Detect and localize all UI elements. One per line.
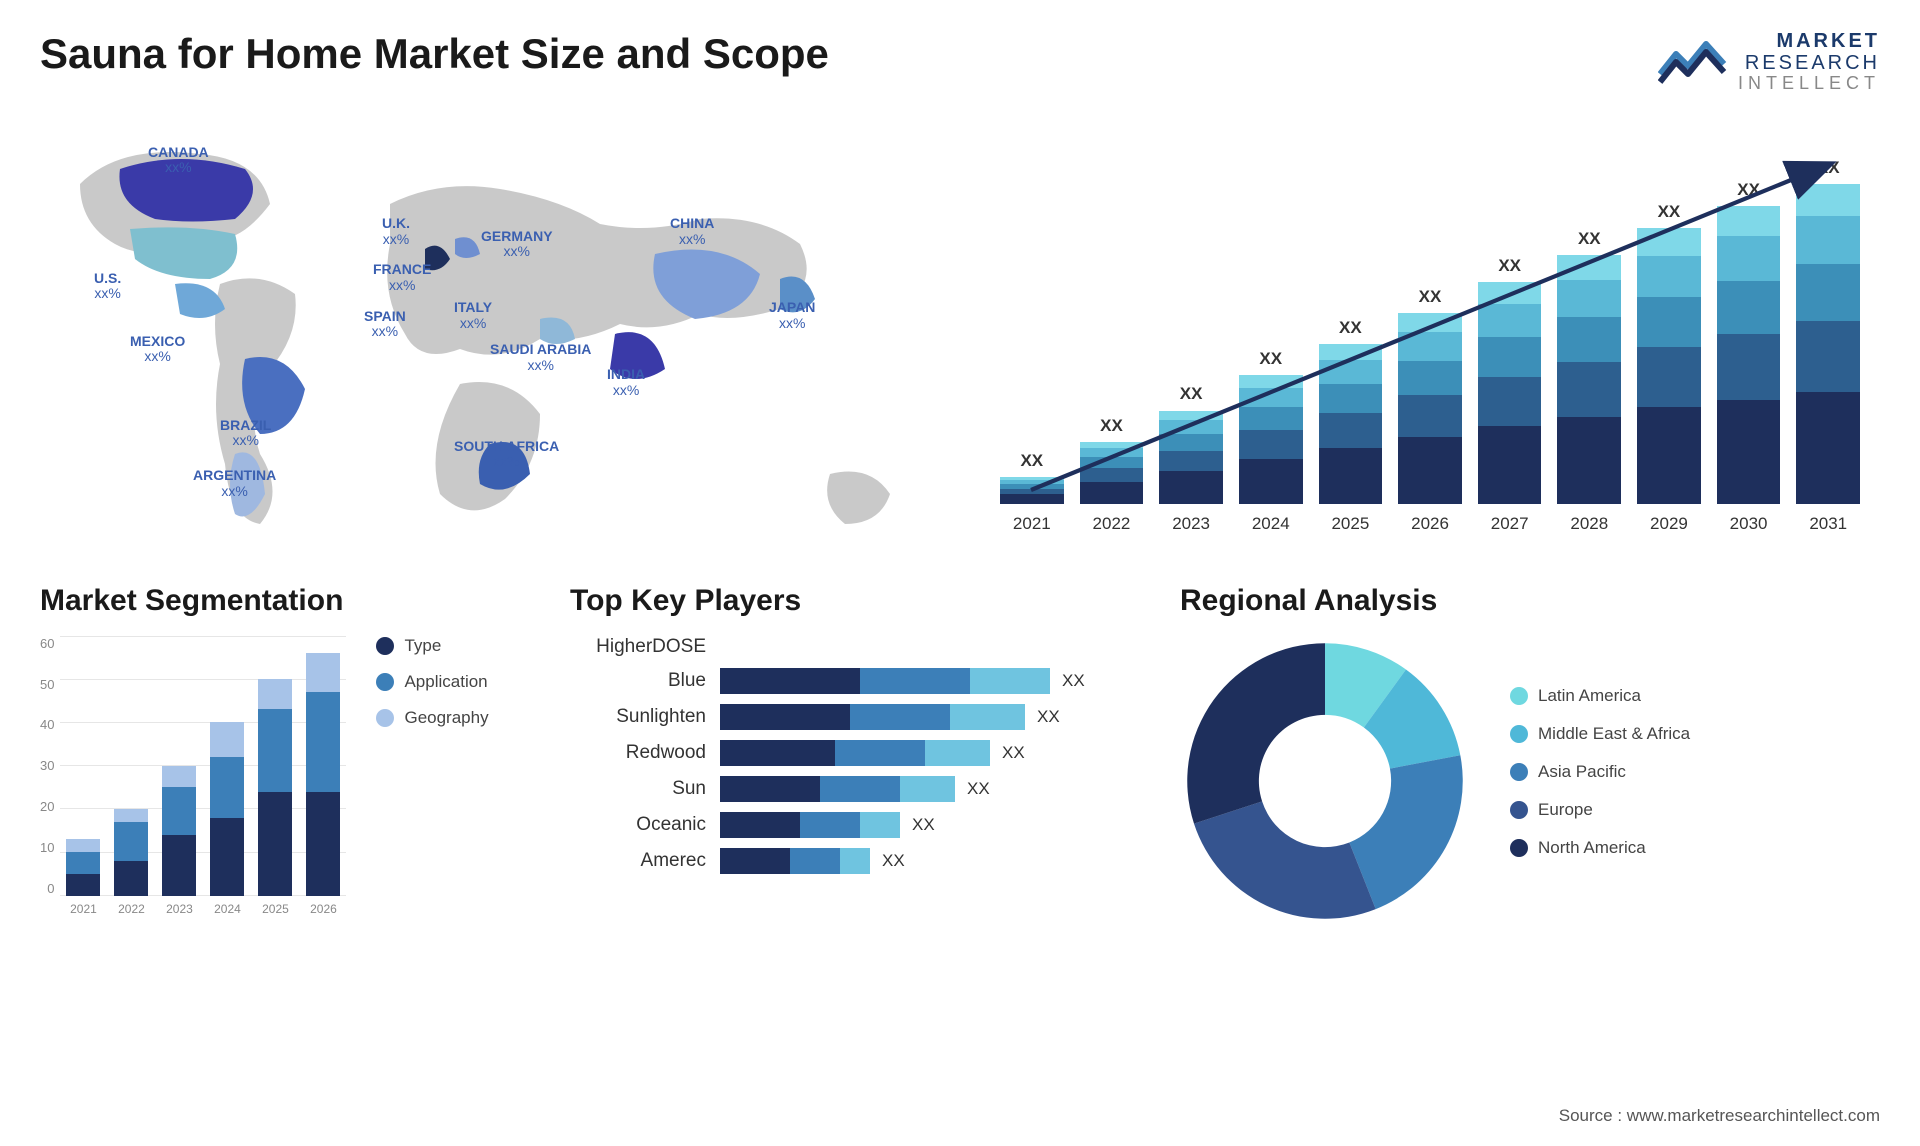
player-row-sun: SunXX: [570, 776, 1130, 802]
map-label-france: FRANCExx%: [373, 262, 431, 293]
map-label-japan: JAPANxx%: [769, 300, 815, 331]
region-legend-north-america: North America: [1510, 838, 1690, 858]
map-label-brazil: BRAZILxx%: [220, 418, 271, 449]
logo-text-1: MARKET: [1738, 30, 1880, 52]
growth-bar-2023: XX: [1159, 384, 1223, 503]
seg-bar-2024: [210, 722, 244, 895]
seg-bar-2026: [306, 653, 340, 896]
segmentation-title: Market Segmentation: [40, 584, 520, 618]
key-players-panel: Top Key Players HigherDOSE BlueXX Sunlight…: [570, 584, 1130, 926]
seg-bar-2022: [114, 809, 148, 896]
player-row-amerec: AmerecXX: [570, 848, 1130, 874]
seg-legend-geography: Geography: [376, 708, 488, 728]
seg-bar-2021: [66, 839, 100, 895]
growth-bar-2030: XX: [1717, 180, 1781, 504]
map-label-mexico: MEXICOxx%: [130, 334, 185, 365]
source-label: Source : www.marketresearchintellect.com: [1559, 1106, 1880, 1126]
map-label-china: CHINAxx%: [670, 216, 714, 247]
map-label-canada: CANADAxx%: [148, 145, 209, 176]
growth-bar-2028: XX: [1557, 229, 1621, 504]
map-label-italy: ITALYxx%: [454, 300, 492, 331]
regional-panel: Regional Analysis Latin America Middle Ea…: [1180, 584, 1880, 926]
growth-chart-panel: XXXXXXXXXXXXXXXXXXXXXX 20212022202320242…: [980, 124, 1880, 544]
logo-text-3: INTELLECT: [1738, 74, 1880, 94]
map-label-india: INDIAxx%: [607, 367, 645, 398]
growth-bar-2027: XX: [1478, 256, 1542, 504]
growth-bar-2022: XX: [1080, 416, 1144, 504]
region-legend-europe: Europe: [1510, 800, 1690, 820]
growth-bar-2031: XX: [1796, 158, 1860, 504]
region-legend-middle-east-africa: Middle East & Africa: [1510, 724, 1690, 744]
player-row-blue: BlueXX: [570, 668, 1130, 694]
player-row-oceanic: OceanicXX: [570, 812, 1130, 838]
regional-title: Regional Analysis: [1180, 584, 1880, 618]
growth-bar-2025: XX: [1319, 318, 1383, 504]
seg-legend-application: Application: [376, 672, 488, 692]
region-legend-asia-pacific: Asia Pacific: [1510, 762, 1690, 782]
growth-bar-2026: XX: [1398, 287, 1462, 504]
key-players-title: Top Key Players: [570, 584, 1130, 618]
map-label-u-s-: U.S.xx%: [94, 271, 121, 302]
growth-bar-2021: XX: [1000, 451, 1064, 504]
world-map-panel: CANADAxx% U.S.xx% MEXICOxx% BRAZILxx% ARGENT…: [40, 124, 940, 544]
seg-bar-2023: [162, 766, 196, 896]
growth-bar-2029: XX: [1637, 202, 1701, 504]
player-row-higherdose: HigherDOSE: [570, 636, 1130, 658]
player-row-sunlighten: SunlightenXX: [570, 704, 1130, 730]
segmentation-panel: Market Segmentation 0102030405060 202120…: [40, 584, 520, 926]
map-label-saudi-arabia: SAUDI ARABIAxx%: [490, 342, 591, 373]
player-row-redwood: RedwoodXX: [570, 740, 1130, 766]
map-label-spain: SPAINxx%: [364, 309, 406, 340]
growth-bar-2024: XX: [1239, 349, 1303, 504]
brand-logo: MARKET RESEARCH INTELLECT: [1658, 30, 1880, 94]
logo-text-2: RESEARCH: [1738, 52, 1880, 74]
donut-slice-europe: [1194, 801, 1376, 918]
map-label-u-k-: U.K.xx%: [382, 216, 410, 247]
donut-slice-north-america: [1187, 643, 1325, 823]
map-label-germany: GERMANYxx%: [481, 229, 553, 260]
seg-legend-type: Type: [376, 636, 488, 656]
map-label-south-africa: SOUTH AFRICAxx%: [454, 439, 559, 470]
page-title: Sauna for Home Market Size and Scope: [40, 30, 829, 78]
map-label-argentina: ARGENTINAxx%: [193, 468, 276, 499]
regional-donut: [1180, 636, 1470, 926]
logo-icon: [1658, 34, 1728, 89]
seg-bar-2025: [258, 679, 292, 896]
region-legend-latin-america: Latin America: [1510, 686, 1690, 706]
